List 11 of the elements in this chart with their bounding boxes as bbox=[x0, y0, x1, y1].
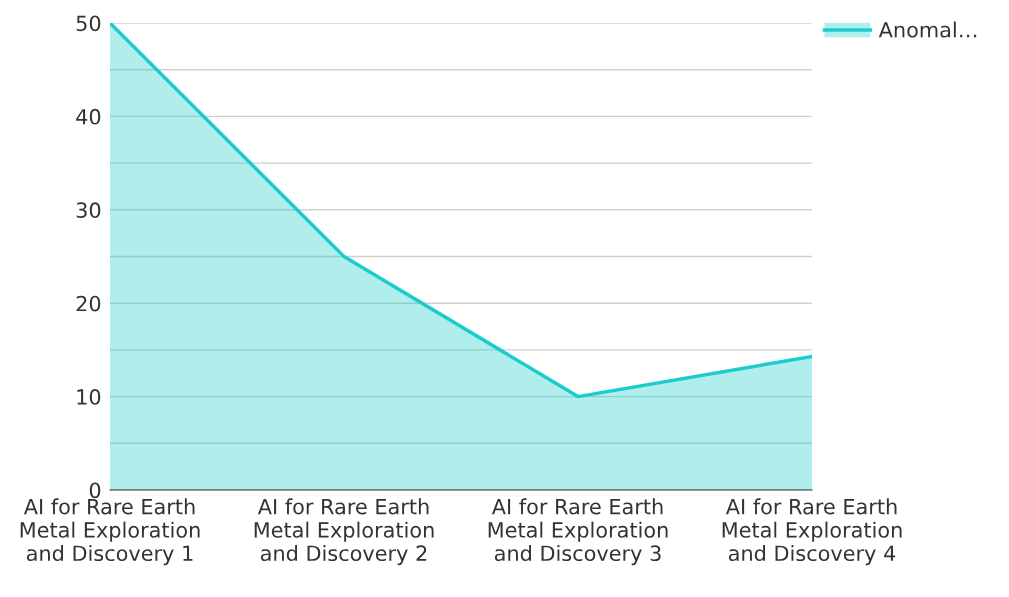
legend-label: Anomal… bbox=[878, 21, 977, 38]
x-tick-label: AI for Rare Earth Metal Exploration and Discovery 2 bbox=[254, 498, 434, 566]
x-tick-label: AI for Rare Earth Metal Exploration and Discovery 3 bbox=[488, 498, 668, 566]
y-tick-label: 40 bbox=[76, 108, 101, 125]
y-tick-label: 10 bbox=[77, 389, 101, 405]
y-tick-label: 50 bbox=[76, 15, 101, 32]
x-tick-label: AI for Rare Earth Metal Exploration and Discovery 4 bbox=[722, 498, 902, 566]
y-tick-label: 0 bbox=[89, 482, 101, 499]
y-tick-label: 30 bbox=[76, 202, 101, 219]
y-tick-label: 20 bbox=[76, 295, 101, 312]
x-tick-label: AI for Rare Earth Metal Exploration and Discovery 1 bbox=[20, 498, 200, 566]
